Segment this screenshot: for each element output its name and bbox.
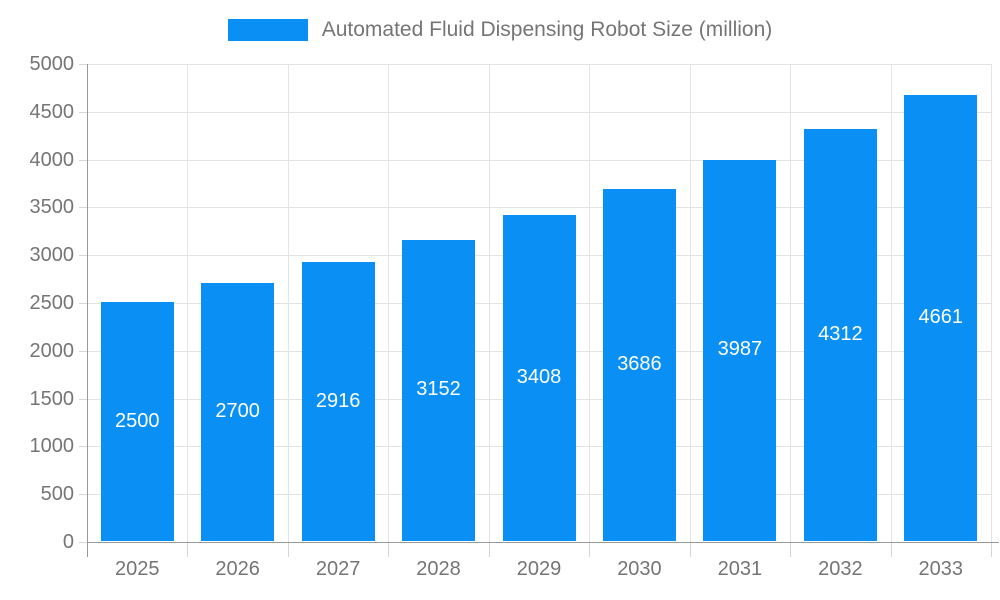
legend-label: Automated Fluid Dispensing Robot Size (m… bbox=[321, 18, 773, 41]
y-axis-tick bbox=[79, 111, 87, 113]
x-axis-category-label: 2026 bbox=[215, 558, 260, 580]
x-axis-tick bbox=[488, 542, 490, 557]
x-gridline bbox=[488, 64, 490, 542]
bar-2032: 4312 bbox=[803, 128, 877, 541]
bar-value-label: 4661 bbox=[918, 306, 964, 329]
bar-value-label: 3152 bbox=[416, 378, 461, 401]
bar-2029: 3408 bbox=[502, 215, 576, 541]
x-axis-category-label: 2030 bbox=[617, 558, 662, 580]
x-gridline bbox=[689, 64, 691, 542]
x-axis-category-label: 2027 bbox=[315, 558, 361, 580]
y-axis-tick bbox=[79, 446, 87, 448]
bar-2025: 2500 bbox=[100, 302, 174, 541]
bar-2031: 3987 bbox=[703, 159, 777, 541]
x-axis-category-label: 2031 bbox=[717, 558, 763, 580]
y-axis-tick-label: 1500 bbox=[29, 387, 75, 410]
bar-2033: 4661 bbox=[904, 95, 978, 541]
x-axis-tick bbox=[790, 542, 792, 557]
bar-2027: 2916 bbox=[301, 262, 375, 541]
y-gridline bbox=[87, 64, 991, 65]
y-axis-tick bbox=[79, 159, 87, 161]
bar-2030: 3686 bbox=[602, 188, 676, 541]
y-axis-tick bbox=[79, 303, 87, 304]
bar-value-label: 2916 bbox=[315, 389, 361, 412]
x-axis-category-label: 2033 bbox=[918, 558, 964, 580]
x-axis-tick bbox=[187, 542, 189, 557]
bar-value-label: 3987 bbox=[717, 338, 763, 361]
y-axis-tick-label: 2000 bbox=[29, 339, 75, 362]
y-axis-tick bbox=[79, 350, 87, 352]
x-axis-category-label: 2029 bbox=[516, 558, 562, 580]
x-axis-tick bbox=[287, 542, 289, 557]
plot-area: 0 500 1000 1500 2000 2500 3000 3500 4000 4500 5000… bbox=[30, 53, 999, 580]
x-axis-tick bbox=[589, 542, 591, 557]
legend-swatch bbox=[227, 19, 308, 41]
y-axis-tick bbox=[79, 207, 87, 209]
x-axis-tick bbox=[890, 542, 892, 557]
bar-value-label: 3686 bbox=[617, 352, 662, 375]
x-axis-tick bbox=[991, 542, 992, 557]
y-axis-tick-label: 4500 bbox=[29, 100, 75, 123]
bar-value-label: 3408 bbox=[516, 366, 562, 389]
x-gridline bbox=[890, 64, 892, 542]
y-axis-tick bbox=[79, 542, 87, 543]
y-axis-tick-label: 1000 bbox=[29, 435, 75, 458]
x-axis-tick bbox=[689, 542, 691, 557]
bar-value-label: 4312 bbox=[818, 322, 863, 345]
x-gridline bbox=[589, 64, 591, 542]
x-axis-line bbox=[87, 542, 999, 543]
y-axis-tick bbox=[79, 398, 87, 400]
y-gridline bbox=[87, 207, 991, 209]
bar-2028: 3152 bbox=[402, 239, 476, 541]
y-axis-line bbox=[87, 64, 88, 557]
y-axis-tick-label: 0 bbox=[62, 531, 74, 553]
x-gridline bbox=[187, 64, 189, 542]
y-axis-tick-label: 2500 bbox=[29, 292, 75, 314]
x-gridline bbox=[287, 64, 289, 542]
y-axis-tick-label: 500 bbox=[40, 483, 74, 506]
y-axis-tick-label: 3000 bbox=[29, 244, 75, 267]
x-axis-category-label: 2025 bbox=[114, 558, 160, 580]
x-gridline bbox=[991, 64, 992, 542]
y-axis-tick bbox=[79, 494, 87, 496]
y-gridline bbox=[87, 159, 991, 161]
legend-item[interactable]: Automated Fluid Dispensing Robot Size (m… bbox=[0, 18, 1000, 42]
x-axis-category-label: 2028 bbox=[416, 558, 461, 580]
y-axis-tick-label: 3500 bbox=[29, 196, 75, 219]
x-gridline bbox=[388, 64, 390, 542]
x-gridline bbox=[790, 64, 792, 542]
x-axis-tick bbox=[388, 542, 390, 557]
y-axis-tick-label: 4000 bbox=[29, 148, 75, 171]
y-axis-tick-label: 5000 bbox=[29, 53, 75, 75]
bar-value-label: 2500 bbox=[114, 409, 160, 432]
y-axis-tick bbox=[79, 64, 87, 65]
y-gridline bbox=[87, 111, 991, 113]
bar-2026: 2700 bbox=[201, 282, 275, 541]
y-axis-tick bbox=[79, 255, 87, 257]
x-axis-category-label: 2032 bbox=[818, 558, 863, 580]
bar-value-label: 2700 bbox=[215, 399, 260, 422]
